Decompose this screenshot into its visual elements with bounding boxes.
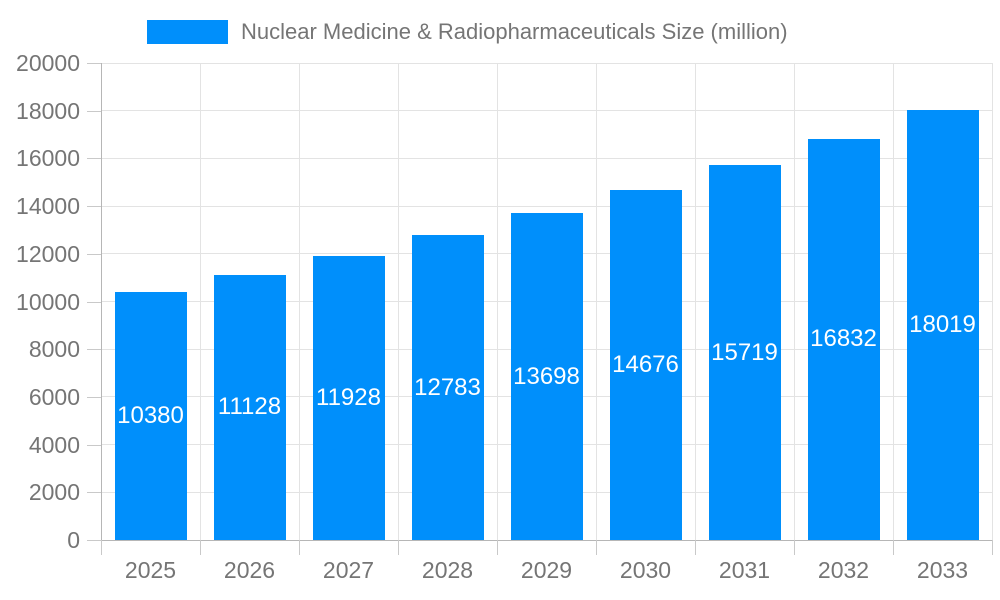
bar-2029: 13698 — [510, 213, 583, 540]
gridline-vertical — [298, 63, 300, 540]
x-axis-tick — [893, 540, 894, 555]
y-axis-tick-label: 2000 — [28, 479, 80, 506]
bar-value-label: 11128 — [217, 393, 282, 421]
gridline-vertical — [892, 63, 894, 540]
bar-value-label: 12783 — [414, 373, 481, 401]
bar-2033: 18019 — [906, 110, 979, 540]
gridline-vertical — [793, 63, 795, 540]
y-axis-tick — [87, 63, 101, 64]
bar-value-label: 10380 — [117, 402, 184, 430]
gridline-horizontal — [101, 157, 992, 159]
y-axis-tick-label: 10000 — [16, 288, 80, 315]
gridline-vertical — [199, 63, 201, 540]
gridline-vertical — [595, 63, 597, 540]
gridline-vertical — [991, 63, 993, 540]
legend-label: Nuclear Medicine & Radiopharmaceuticals … — [241, 19, 788, 44]
bar-2025: 10380 — [114, 292, 187, 540]
x-axis-line — [101, 540, 993, 541]
x-axis-tick — [992, 540, 993, 555]
y-axis-tick — [87, 206, 101, 208]
x-axis-tick — [497, 540, 498, 555]
x-axis-tick-label: 2030 — [619, 557, 672, 583]
x-axis-tick-label: 2029 — [520, 557, 573, 583]
y-axis-tick — [87, 396, 101, 398]
x-axis-tick-label: 2028 — [421, 557, 474, 583]
y-axis-tick-label: 4000 — [28, 431, 80, 458]
gridline-vertical — [397, 63, 399, 540]
y-axis-tick-label: 0 — [67, 527, 80, 553]
y-axis-tick-label: 8000 — [28, 336, 80, 363]
bar-value-label: 18019 — [909, 311, 976, 339]
bar-value-label: 14676 — [612, 350, 679, 378]
bar-value-label: 16832 — [810, 325, 877, 353]
legend[interactable]: Nuclear Medicine & Radiopharmaceuticals … — [147, 19, 788, 45]
x-axis-tick — [695, 540, 696, 555]
y-axis-tick — [87, 301, 101, 303]
bar-2028: 12783 — [411, 235, 484, 540]
x-axis-tick-label: 2026 — [223, 557, 276, 583]
y-axis-tick-label: 6000 — [28, 383, 80, 410]
bar-2027: 11928 — [312, 255, 385, 540]
y-axis-line — [101, 63, 102, 541]
bar-value-label: 13698 — [513, 362, 580, 390]
bar-2026: 11128 — [213, 274, 286, 540]
y-axis-tick — [87, 349, 101, 351]
y-axis-tick — [87, 253, 101, 255]
bar-value-label: 11928 — [316, 383, 381, 411]
bar-2032: 16832 — [807, 138, 880, 540]
gridline-horizontal — [101, 62, 992, 64]
x-axis-tick — [299, 540, 300, 555]
y-axis-tick-label: 18000 — [16, 97, 80, 124]
y-axis-tick — [87, 158, 101, 160]
y-axis-tick-label: 16000 — [16, 145, 80, 172]
y-axis-tick-label: 14000 — [16, 193, 80, 220]
x-axis-tick-label: 2025 — [124, 557, 177, 583]
bar-2030: 14676 — [609, 189, 682, 540]
x-axis-tick-label: 2031 — [718, 557, 771, 583]
legend-swatch — [147, 20, 228, 44]
gridline-horizontal — [101, 110, 992, 112]
plot-area: 10380 11128 11928 12783 13698 14676 15719 16832… — [101, 62, 993, 540]
y-axis-tick — [87, 540, 101, 541]
x-axis-tick — [596, 540, 597, 555]
x-axis-tick-label: 2032 — [817, 557, 870, 583]
x-axis-tick — [398, 540, 399, 555]
y-axis-tick-label: 12000 — [16, 240, 80, 267]
x-axis-tick — [101, 540, 102, 555]
gridline-vertical — [694, 63, 696, 540]
y-axis-tick-label: 20000 — [16, 50, 80, 76]
x-axis-tick — [200, 540, 201, 555]
x-axis-tick — [794, 540, 795, 555]
bar-2031: 15719 — [708, 165, 781, 540]
x-axis-tick-label: 2033 — [916, 557, 969, 583]
gridline-horizontal — [101, 205, 992, 207]
bar-value-label: 15719 — [711, 338, 778, 366]
x-axis-tick-label: 2027 — [322, 557, 375, 583]
y-axis-tick — [87, 444, 101, 446]
y-axis-tick — [87, 110, 101, 112]
gridline-vertical — [496, 63, 498, 540]
y-axis-tick — [87, 492, 101, 494]
